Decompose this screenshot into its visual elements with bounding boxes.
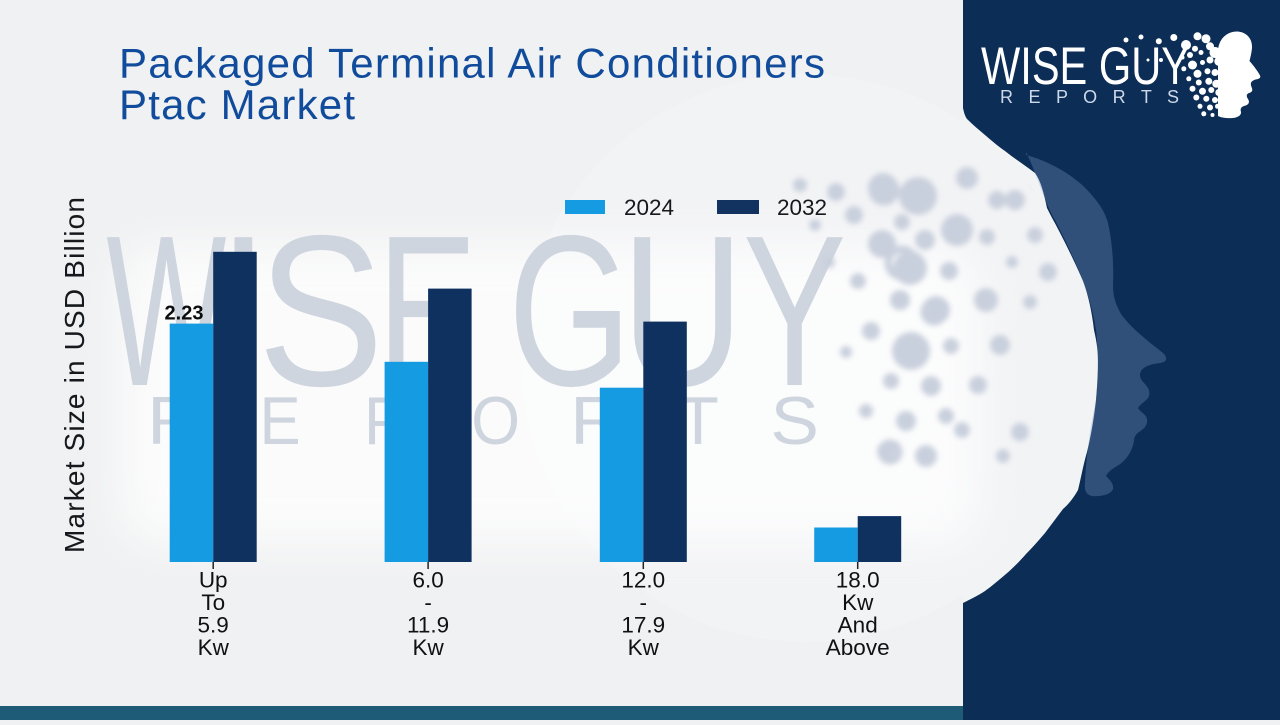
svg-text:Kw: Kw <box>842 590 874 615</box>
svg-text:-: - <box>640 590 648 615</box>
svg-text:-: - <box>424 590 432 615</box>
svg-text:Kw: Kw <box>412 635 444 660</box>
svg-text:Ptac Market: Ptac Market <box>119 81 355 128</box>
svg-text:Market Size in USD Billion: Market Size in USD Billion <box>59 197 90 553</box>
svg-text:18.0: 18.0 <box>836 568 880 593</box>
svg-text:12.0: 12.0 <box>621 568 665 593</box>
svg-text:S: S <box>258 190 385 431</box>
svg-text:Kw: Kw <box>198 635 230 660</box>
svg-text:2.23: 2.23 <box>165 303 204 325</box>
svg-text:5.9: 5.9 <box>198 613 229 638</box>
svg-text:To: To <box>201 590 225 615</box>
svg-text:17.9: 17.9 <box>621 613 665 638</box>
svg-text:Kw: Kw <box>628 635 660 660</box>
svg-text:WISE GUY: WISE GUY <box>981 37 1189 96</box>
svg-text:Above: Above <box>826 635 890 660</box>
svg-text:6.0: 6.0 <box>412 568 443 593</box>
svg-text:O: O <box>471 383 520 459</box>
svg-text:2024: 2024 <box>624 195 674 220</box>
svg-text:S: S <box>770 383 819 459</box>
svg-text:And: And <box>838 613 878 638</box>
svg-text:Y: Y <box>743 190 847 431</box>
svg-text:R E P O R T S: R E P O R T S <box>1000 87 1179 107</box>
svg-text:Packaged Terminal Air Conditio: Packaged Terminal Air Conditioners <box>119 40 825 87</box>
svg-text:Up: Up <box>199 568 228 593</box>
svg-text:11.9: 11.9 <box>407 613 449 638</box>
svg-text:2032: 2032 <box>777 195 827 220</box>
svg-text:E: E <box>260 383 301 459</box>
